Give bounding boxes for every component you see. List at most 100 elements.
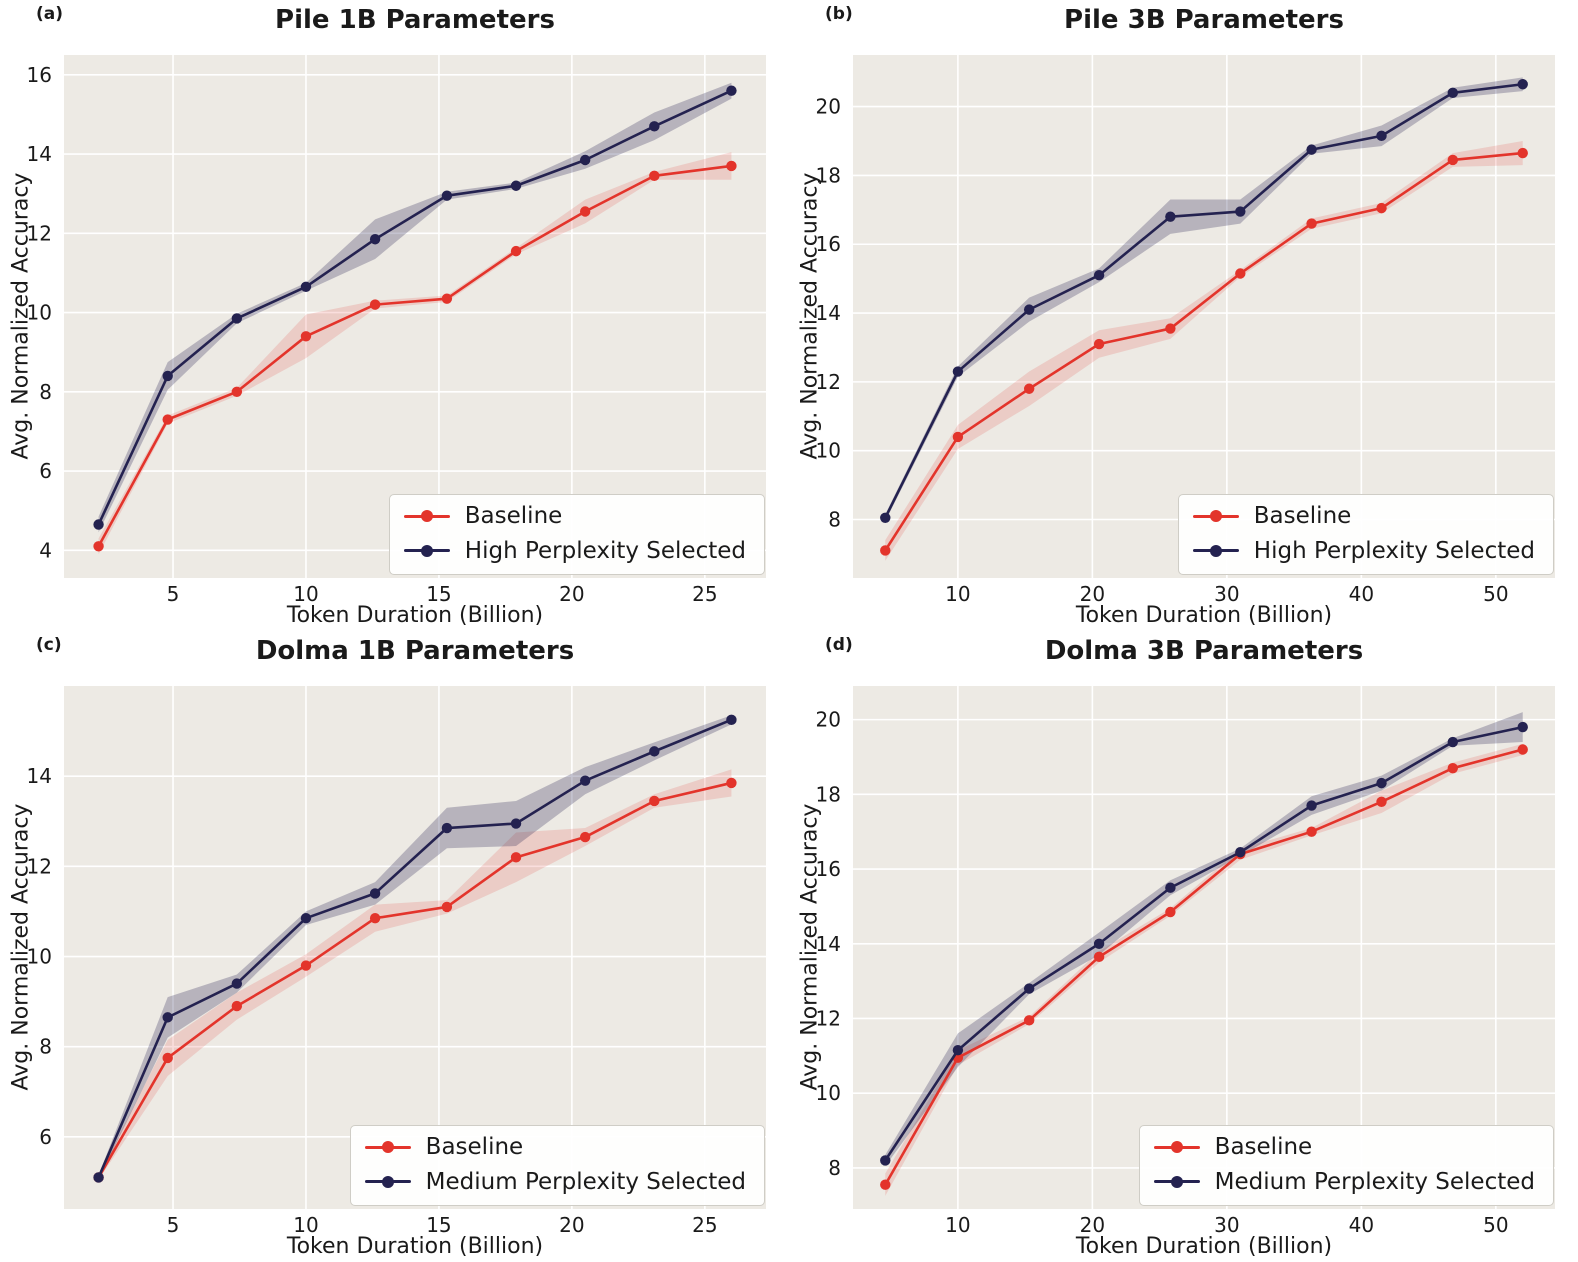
y-tick-label: 14 bbox=[27, 764, 52, 788]
data-point-marker bbox=[231, 978, 243, 989]
legend-marker-dot bbox=[381, 1175, 394, 1188]
x-tick-label: 50 bbox=[1483, 582, 1508, 606]
data-point-marker bbox=[162, 1052, 173, 1064]
data-point-marker bbox=[1517, 744, 1528, 755]
x-tick-label: 40 bbox=[1349, 582, 1374, 606]
data-point-marker bbox=[93, 519, 104, 530]
data-point-marker bbox=[1306, 218, 1317, 229]
legend-label: Medium Perplexity Selected bbox=[425, 1168, 746, 1195]
legend-item-selected: High Perplexity Selected bbox=[1192, 538, 1535, 564]
x-tick-label: 10 bbox=[293, 582, 318, 606]
x-tick-label: 30 bbox=[1214, 582, 1239, 606]
y-tick-label: 10 bbox=[816, 1081, 841, 1105]
legend-label: High Perplexity Selected bbox=[464, 537, 746, 564]
data-point-marker bbox=[369, 912, 381, 924]
legend-item-selected: Medium Perplexity Selected bbox=[364, 1168, 746, 1195]
legend-label: Medium Perplexity Selected bbox=[1214, 1168, 1535, 1195]
legend-line-sample bbox=[1153, 1141, 1200, 1154]
legend-item-selected: High Perplexity Selected bbox=[403, 537, 746, 564]
data-point-marker bbox=[1517, 721, 1528, 733]
y-tick-label: 8 bbox=[39, 1035, 52, 1059]
legend-label: Baseline bbox=[1253, 503, 1352, 530]
panel-pile-1b: (a) Pile 1B Parameters Avg. Normalized A… bbox=[0, 0, 789, 631]
confidence-band bbox=[98, 82, 732, 533]
series-line bbox=[883, 151, 1525, 552]
data-point-marker bbox=[952, 431, 964, 443]
data-point-marker bbox=[369, 888, 381, 899]
y-tick-label: 10 bbox=[27, 945, 52, 969]
legend-item-baseline: Baseline bbox=[1153, 1134, 1535, 1160]
data-point-marker bbox=[441, 901, 453, 913]
data-point-marker bbox=[1306, 826, 1317, 837]
data-point-marker bbox=[579, 831, 591, 843]
data-point-marker bbox=[441, 822, 453, 834]
plot-background bbox=[853, 55, 1555, 578]
legend-line-sample bbox=[364, 1175, 411, 1188]
x-tick-label: 25 bbox=[692, 582, 717, 606]
legend-item-baseline: Baseline bbox=[403, 503, 746, 530]
legend-line-sample bbox=[1192, 510, 1239, 523]
legend-label: Baseline bbox=[464, 503, 563, 530]
x-tick-label: 40 bbox=[1349, 1213, 1374, 1237]
series-line bbox=[97, 781, 733, 1179]
data-point-marker bbox=[93, 541, 104, 552]
chart-title: Pile 3B Parameters bbox=[1064, 5, 1344, 35]
y-tick-label: 20 bbox=[816, 708, 841, 732]
data-point-marker bbox=[510, 245, 522, 257]
y-tick-label: 18 bbox=[816, 782, 841, 806]
data-point-marker bbox=[162, 370, 173, 382]
y-axis-label: Avg. Normalized Accuracy bbox=[797, 803, 823, 1091]
panel-letter: (b) bbox=[825, 4, 853, 24]
data-point-marker bbox=[162, 414, 173, 425]
data-point-marker bbox=[1517, 147, 1528, 159]
data-point-marker bbox=[880, 512, 891, 523]
x-axis-label: Token Duration (Billion) bbox=[1075, 603, 1333, 628]
data-point-marker bbox=[1447, 87, 1458, 99]
data-point-marker bbox=[300, 331, 312, 342]
data-point-marker bbox=[1447, 762, 1458, 774]
y-tick-label: 14 bbox=[27, 142, 52, 166]
y-tick-label: 8 bbox=[828, 508, 841, 532]
data-point-marker bbox=[726, 160, 737, 172]
panel-letter: (a) bbox=[36, 4, 64, 24]
y-tick-label: 6 bbox=[39, 1125, 52, 1149]
legend-line-sample bbox=[1192, 544, 1239, 557]
data-point-marker bbox=[1165, 882, 1176, 893]
data-point-marker bbox=[1093, 270, 1105, 281]
legend-line-sample bbox=[403, 510, 450, 523]
data-point-marker bbox=[649, 121, 660, 132]
data-point-marker bbox=[1376, 130, 1387, 142]
chart-canvas: 10 20 30 40 50 8 10 12 14 16 18 20 bbox=[816, 55, 1555, 606]
y-axis-label: Avg. Normalized Accuracy bbox=[8, 803, 34, 1091]
y-tick-label: 12 bbox=[816, 370, 841, 394]
legend-line-sample bbox=[364, 1141, 411, 1154]
data-point-marker bbox=[510, 818, 522, 829]
y-tick-label: 8 bbox=[39, 380, 52, 404]
data-point-marker bbox=[1306, 144, 1317, 155]
x-tick-label: 20 bbox=[559, 1213, 584, 1237]
x-axis-label: Token Duration (Billion) bbox=[1075, 1234, 1333, 1259]
x-tick-label: 30 bbox=[1214, 1213, 1239, 1237]
data-point-marker bbox=[1447, 154, 1458, 166]
legend-item-selected: Medium Perplexity Selected bbox=[1153, 1168, 1535, 1195]
data-point-marker bbox=[1376, 796, 1387, 808]
data-point-marker bbox=[579, 775, 591, 786]
series-line bbox=[883, 725, 1525, 1162]
x-axis-label: Token Duration (Billion) bbox=[286, 603, 544, 628]
data-point-marker bbox=[1023, 983, 1035, 994]
y-tick-label: 6 bbox=[39, 459, 52, 483]
legend-marker-dot bbox=[420, 510, 433, 523]
x-tick-label: 50 bbox=[1483, 1213, 1508, 1237]
data-point-marker bbox=[1235, 206, 1246, 217]
legend-item-baseline: Baseline bbox=[1192, 503, 1535, 530]
y-tick-label: 14 bbox=[816, 932, 841, 956]
data-point-marker bbox=[726, 777, 737, 789]
plot-background bbox=[853, 686, 1555, 1209]
x-tick-label: 20 bbox=[1080, 582, 1105, 606]
data-point-marker bbox=[1023, 383, 1035, 394]
series-line bbox=[883, 748, 1525, 1187]
legend: Baseline Medium Perplexity Selected bbox=[1138, 1125, 1554, 1206]
data-point-marker bbox=[880, 1155, 891, 1166]
y-tick-label: 18 bbox=[816, 163, 841, 187]
data-point-marker bbox=[93, 1172, 104, 1183]
